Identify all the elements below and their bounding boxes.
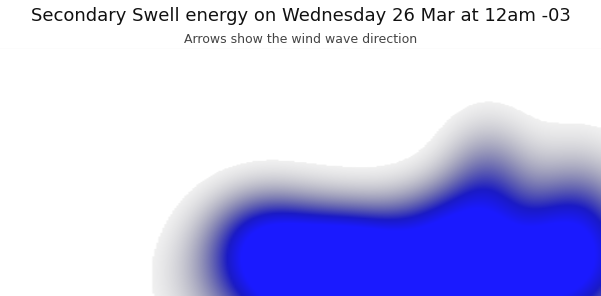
Text: Secondary Swell energy on Wednesday 26 Mar at 12am -03: Secondary Swell energy on Wednesday 26 M… [31, 7, 570, 25]
Text: Arrows show the wind wave direction: Arrows show the wind wave direction [184, 33, 417, 46]
